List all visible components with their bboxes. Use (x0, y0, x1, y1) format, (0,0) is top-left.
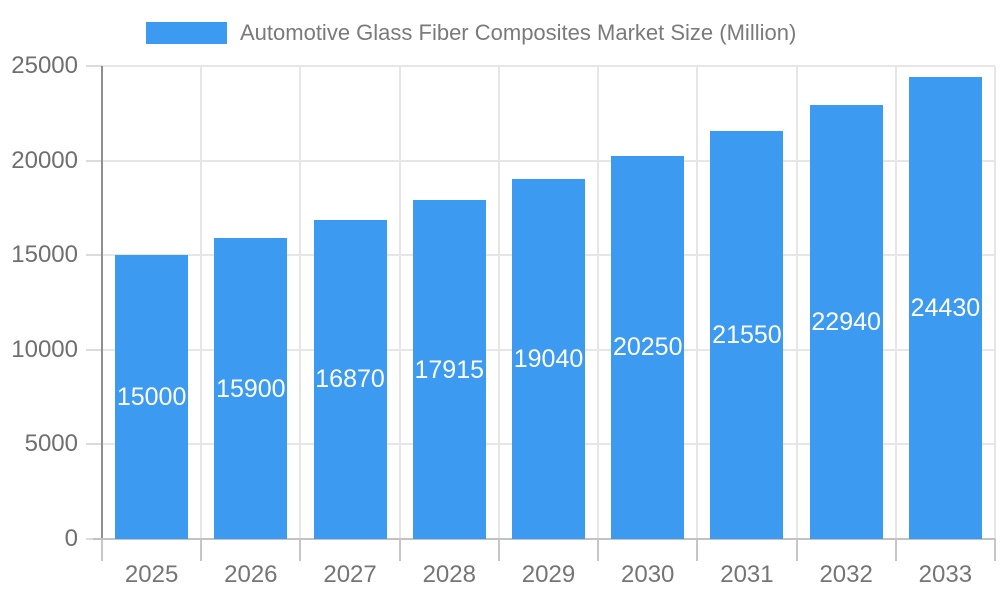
legend[interactable]: Automotive Glass Fiber Composites Market… (146, 18, 796, 48)
v-gridline (696, 66, 699, 539)
y-axis (101, 66, 103, 539)
x-axis-tick-label: 2027 (323, 561, 377, 588)
y-axis-tick-label: 5000 (24, 430, 78, 458)
x-tick (398, 539, 401, 561)
x-tick (994, 539, 996, 561)
x-axis (93, 538, 995, 540)
y-axis-tick-label: 15000 (11, 241, 78, 269)
bar-2025[interactable] (115, 255, 189, 539)
x-axis-tick-label: 2028 (422, 561, 476, 588)
bar-2027[interactable] (313, 219, 387, 539)
x-axis-tick-label: 2026 (224, 561, 278, 588)
x-axis-tick-label: 2029 (521, 561, 576, 588)
x-tick (597, 539, 600, 561)
bar-2031[interactable] (710, 131, 784, 539)
y-tick (86, 159, 102, 162)
v-gridline (894, 66, 897, 539)
bar-2029[interactable] (512, 178, 585, 539)
bar-2033[interactable] (908, 76, 982, 539)
legend-label: Automotive Glass Fiber Composites Market… (240, 20, 797, 45)
x-tick (696, 539, 699, 561)
v-gridline (795, 66, 798, 539)
bar-2026[interactable] (214, 238, 288, 539)
y-axis-tick-label: 25000 (11, 52, 78, 79)
bar-2030[interactable] (611, 155, 685, 539)
y-axis-tick-label: 20000 (11, 146, 78, 174)
x-axis-tick-label: 2030 (621, 561, 675, 588)
legend-swatch[interactable] (146, 22, 227, 44)
v-gridline (299, 66, 302, 539)
v-gridline (497, 66, 500, 539)
x-axis-tick-label: 2033 (918, 561, 973, 588)
v-gridline (398, 66, 401, 539)
bar-2028[interactable] (412, 200, 486, 539)
x-axis-tick-label: 2031 (720, 561, 774, 588)
x-tick (299, 539, 302, 561)
y-axis-tick-label: 0 (64, 525, 78, 552)
y-tick (86, 348, 102, 351)
y-tick (86, 254, 102, 257)
x-tick (497, 539, 500, 561)
h-gridline (102, 159, 995, 162)
x-tick (200, 539, 203, 561)
x-tick (795, 539, 798, 561)
x-axis-tick-label: 2032 (819, 561, 873, 588)
y-tick (86, 443, 102, 446)
y-tick (86, 65, 102, 67)
x-axis-tick-label: 2025 (124, 561, 179, 588)
bar-2032[interactable] (809, 104, 883, 539)
h-gridline (102, 65, 995, 67)
x-tick (101, 539, 103, 561)
v-gridline (994, 66, 996, 539)
y-axis-tick-label: 10000 (11, 335, 78, 363)
v-gridline (597, 66, 600, 539)
v-gridline (200, 66, 203, 539)
x-tick (894, 539, 897, 561)
